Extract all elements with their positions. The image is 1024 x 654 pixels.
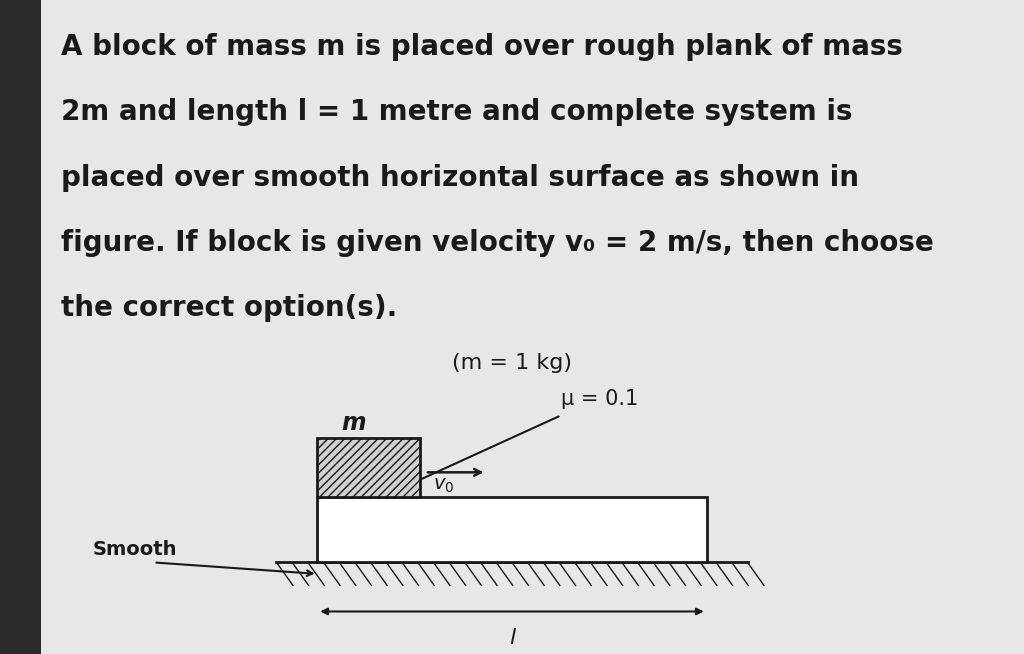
Text: μ = 0.1: μ = 0.1 bbox=[561, 389, 638, 409]
Bar bbox=[317, 497, 707, 562]
Text: figure. If block is given velocity v₀ = 2 m/s, then choose: figure. If block is given velocity v₀ = … bbox=[61, 229, 934, 257]
Text: m: m bbox=[341, 411, 366, 435]
Text: A block of mass m is placed over rough plank of mass: A block of mass m is placed over rough p… bbox=[61, 33, 903, 61]
Bar bbox=[317, 438, 420, 497]
Text: the correct option(s).: the correct option(s). bbox=[61, 294, 397, 322]
Text: 2m: 2m bbox=[490, 518, 534, 542]
Text: Smooth: Smooth bbox=[92, 540, 177, 559]
Text: (m = 1 kg): (m = 1 kg) bbox=[452, 353, 572, 373]
Text: $v_0$: $v_0$ bbox=[433, 476, 455, 495]
Bar bbox=[0, 0, 41, 654]
Text: placed over smooth horizontal surface as shown in: placed over smooth horizontal surface as… bbox=[61, 164, 859, 192]
Text: 2m and length l = 1 metre and complete system is: 2m and length l = 1 metre and complete s… bbox=[61, 98, 853, 126]
Text: l: l bbox=[509, 628, 515, 648]
